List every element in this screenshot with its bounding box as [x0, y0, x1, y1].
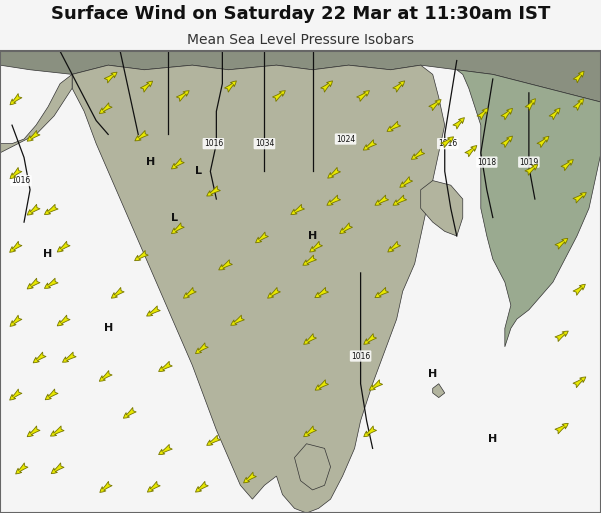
- Text: 1024: 1024: [336, 134, 355, 144]
- Polygon shape: [421, 181, 463, 236]
- Polygon shape: [294, 444, 331, 490]
- Text: H: H: [145, 157, 155, 167]
- Text: Surface Wind on Saturday 22 Mar at 11:30am IST: Surface Wind on Saturday 22 Mar at 11:30…: [51, 5, 550, 24]
- Polygon shape: [433, 384, 445, 398]
- Polygon shape: [72, 65, 445, 513]
- Text: H: H: [428, 369, 438, 380]
- Polygon shape: [0, 74, 72, 153]
- Text: 1016: 1016: [11, 176, 31, 185]
- Text: H: H: [43, 249, 53, 260]
- Text: 1016: 1016: [438, 139, 457, 148]
- Text: H: H: [103, 323, 113, 333]
- Text: H: H: [488, 434, 498, 444]
- Text: 1016: 1016: [204, 139, 223, 148]
- Text: Mean Sea Level Pressure Isobars: Mean Sea Level Pressure Isobars: [187, 33, 414, 47]
- Text: H: H: [308, 231, 317, 241]
- Text: 1034: 1034: [255, 139, 274, 148]
- Text: 1018: 1018: [477, 157, 496, 167]
- Polygon shape: [0, 51, 601, 102]
- Text: L: L: [171, 212, 178, 223]
- Text: 1016: 1016: [351, 351, 370, 361]
- Polygon shape: [457, 70, 601, 347]
- Text: 1019: 1019: [519, 157, 538, 167]
- Text: L: L: [195, 166, 202, 176]
